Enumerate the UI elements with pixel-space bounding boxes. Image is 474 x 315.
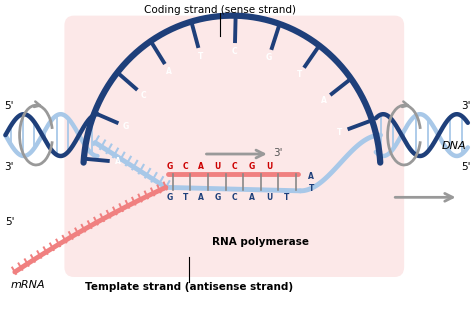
- Text: A: A: [115, 157, 120, 166]
- Text: 3': 3': [4, 163, 14, 172]
- Text: U: U: [266, 193, 273, 202]
- Text: 5': 5': [4, 101, 14, 111]
- Text: G: G: [166, 162, 173, 171]
- Text: A: A: [198, 193, 204, 202]
- Text: C: C: [232, 47, 237, 56]
- Text: T: T: [297, 70, 302, 79]
- Text: T: T: [283, 193, 289, 202]
- Text: T: T: [198, 52, 203, 60]
- Text: C: C: [182, 162, 188, 171]
- Text: U: U: [215, 162, 221, 171]
- Text: Template strand (antisense strand): Template strand (antisense strand): [85, 282, 293, 292]
- Text: G: G: [166, 193, 173, 202]
- FancyBboxPatch shape: [64, 16, 404, 277]
- Text: 3': 3': [273, 147, 283, 158]
- Text: A: A: [249, 193, 255, 202]
- Text: T: T: [309, 184, 314, 193]
- Text: Coding strand (sense strand): Coding strand (sense strand): [144, 5, 296, 15]
- Text: RNA polymerase: RNA polymerase: [212, 237, 309, 247]
- Text: G: G: [123, 122, 129, 131]
- Text: A: A: [198, 162, 204, 171]
- Text: DNA: DNA: [442, 141, 466, 151]
- Text: T: T: [182, 193, 188, 202]
- Text: G: G: [215, 193, 221, 202]
- Text: A: A: [308, 172, 314, 181]
- Text: T: T: [337, 128, 343, 137]
- Text: A: A: [166, 67, 172, 76]
- Text: 5': 5': [461, 163, 470, 172]
- Text: C: C: [231, 162, 237, 171]
- Text: G: G: [265, 53, 272, 62]
- Text: C: C: [141, 91, 146, 100]
- Text: A: A: [321, 96, 327, 105]
- Text: 3': 3': [461, 101, 470, 111]
- Text: 5': 5': [5, 217, 15, 227]
- Text: C: C: [231, 193, 237, 202]
- Text: mRNA: mRNA: [11, 280, 46, 290]
- Text: U: U: [266, 162, 273, 171]
- Text: G: G: [249, 162, 255, 171]
